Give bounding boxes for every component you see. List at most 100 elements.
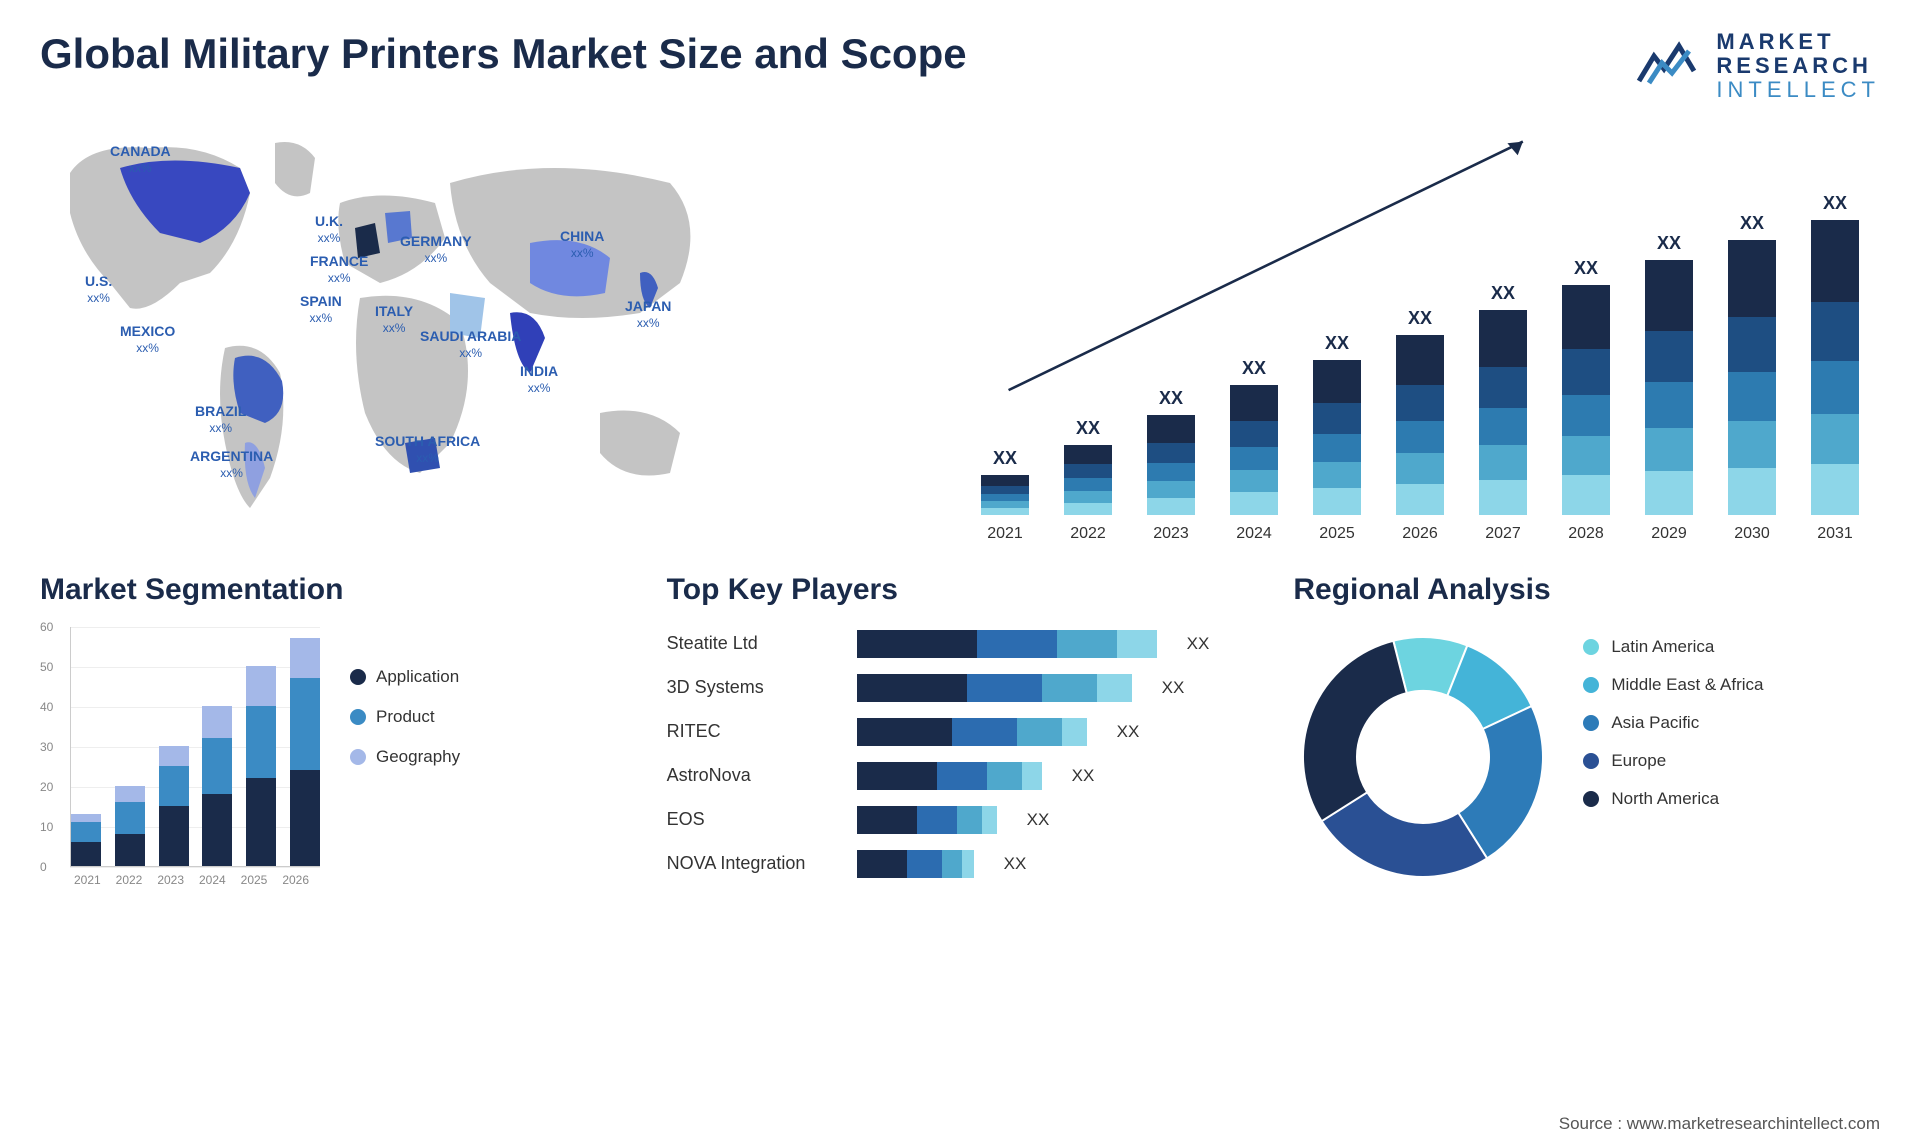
seg-bar-column [246,666,276,866]
bar-value-label: XX [1491,283,1515,304]
bar-value-label: XX [1574,258,1598,279]
player-bar [857,718,1087,746]
bar-value-label: XX [1242,358,1266,379]
map-label: MEXICOxx% [120,323,175,357]
logo-icon [1634,41,1704,91]
bar-value-label: XX [1657,233,1681,254]
region-legend-item: North America [1583,789,1763,809]
map-label: JAPANxx% [625,298,671,332]
player-row: EOS XX [667,803,1254,837]
main-bar-column: XX 2029 [1644,233,1694,543]
brand-logo: MARKET RESEARCH INTELLECT [1634,30,1880,103]
map-label: FRANCExx% [310,253,368,287]
logo-text-1: MARKET [1716,30,1880,54]
bar-value-label: XX [1325,333,1349,354]
segmentation-legend: Application Product Geography [350,627,460,887]
main-bar-column: XX 2027 [1478,283,1528,543]
seg-bar-column [202,706,232,866]
map-label: SAUDI ARABIAxx% [420,328,521,362]
map-label: CANADAxx% [110,143,171,177]
bar-value-label: XX [1408,308,1432,329]
player-value: XX [1072,766,1095,786]
map-label: BRAZILxx% [195,403,246,437]
player-row: 3D Systems XX [667,671,1254,705]
region-legend-item: Latin America [1583,637,1763,657]
seg-legend-item: Application [350,667,460,687]
main-bar-column: XX 2031 [1810,193,1860,543]
main-bar-column: XX 2023 [1146,388,1196,543]
player-bar [857,630,1157,658]
bar-value-label: XX [1076,418,1100,439]
player-row: AstroNova XX [667,759,1254,793]
bar-value-label: XX [1823,193,1847,214]
player-name: RITEC [667,721,837,742]
main-bar-column: XX 2025 [1312,333,1362,543]
logo-text-3: INTELLECT [1716,78,1880,102]
bar-year-label: 2025 [1319,525,1355,543]
bar-year-label: 2022 [1070,525,1106,543]
bar-year-label: 2026 [1402,525,1438,543]
bar-year-label: 2027 [1485,525,1521,543]
regional-title: Regional Analysis [1293,573,1880,607]
map-label: SPAINxx% [300,293,342,327]
player-name: NOVA Integration [667,853,837,874]
bar-value-label: XX [993,448,1017,469]
players-title: Top Key Players [667,573,1254,607]
player-value: XX [1117,722,1140,742]
logo-text-2: RESEARCH [1716,54,1880,78]
main-bar-column: XX 2021 [980,448,1030,543]
player-value: XX [1162,678,1185,698]
map-label: SOUTH AFRICAxx% [375,433,480,467]
seg-bar-column [159,746,189,866]
bar-year-label: 2024 [1236,525,1272,543]
segmentation-section: Market Segmentation 01020304050602021202… [40,573,627,903]
main-bar-column: XX 2026 [1395,308,1445,543]
seg-bar-column [115,786,145,866]
map-label: CHINAxx% [560,228,604,262]
main-bar-column: XX 2024 [1229,358,1279,543]
bar-value-label: XX [1740,213,1764,234]
bar-year-label: 2031 [1817,525,1853,543]
regional-donut [1293,627,1553,887]
region-legend-item: Asia Pacific [1583,713,1763,733]
player-name: 3D Systems [667,677,837,698]
seg-legend-item: Product [350,707,460,727]
segmentation-title: Market Segmentation [40,573,627,607]
world-map: CANADAxx% U.S.xx% MEXICOxx% BRAZILxx% ARGENT… [40,113,920,543]
bar-year-label: 2029 [1651,525,1687,543]
player-row: NOVA IntegrationXX [667,847,1254,881]
map-label: U.K.xx% [315,213,343,247]
map-label: ARGENTINAxx% [190,448,273,482]
player-bar [857,762,1042,790]
region-legend-item: Middle East & Africa [1583,675,1763,695]
map-label: ITALYxx% [375,303,413,337]
bar-year-label: 2021 [987,525,1023,543]
bar-year-label: 2023 [1153,525,1189,543]
players-chart: Steatite LtdXX3D SystemsXXRITECXXAstroNo… [667,627,1254,881]
players-section: Top Key Players Steatite LtdXX3D Systems… [667,573,1254,903]
main-bar-column: XX 2028 [1561,258,1611,543]
main-bar-column: XX 2022 [1063,418,1113,543]
player-bar [857,806,997,834]
map-label: GERMANYxx% [400,233,472,267]
player-name: AstroNova [667,765,837,786]
segmentation-chart: 0102030405060202120222023202420252026 [40,627,320,887]
bar-value-label: XX [1159,388,1183,409]
bar-year-label: 2028 [1568,525,1604,543]
seg-legend-item: Geography [350,747,460,767]
regional-legend: Latin America Middle East & Africa Asia Pa… [1583,627,1763,809]
seg-bar-column [290,638,320,866]
player-name: EOS [667,809,837,830]
map-label: U.S.xx% [85,273,112,307]
page-title: Global Military Printers Market Size and… [40,30,967,78]
regional-section: Regional Analysis Latin America Middle Ea… [1293,573,1880,903]
player-bar [857,674,1132,702]
player-name: Steatite Ltd [667,633,837,654]
player-value: XX [1027,810,1050,830]
bar-year-label: 2030 [1734,525,1770,543]
map-label: INDIAxx% [520,363,558,397]
seg-bar-column [71,814,101,866]
player-bar [857,850,974,878]
player-row: Steatite Ltd XX [667,627,1254,661]
player-value: XX [1187,634,1210,654]
